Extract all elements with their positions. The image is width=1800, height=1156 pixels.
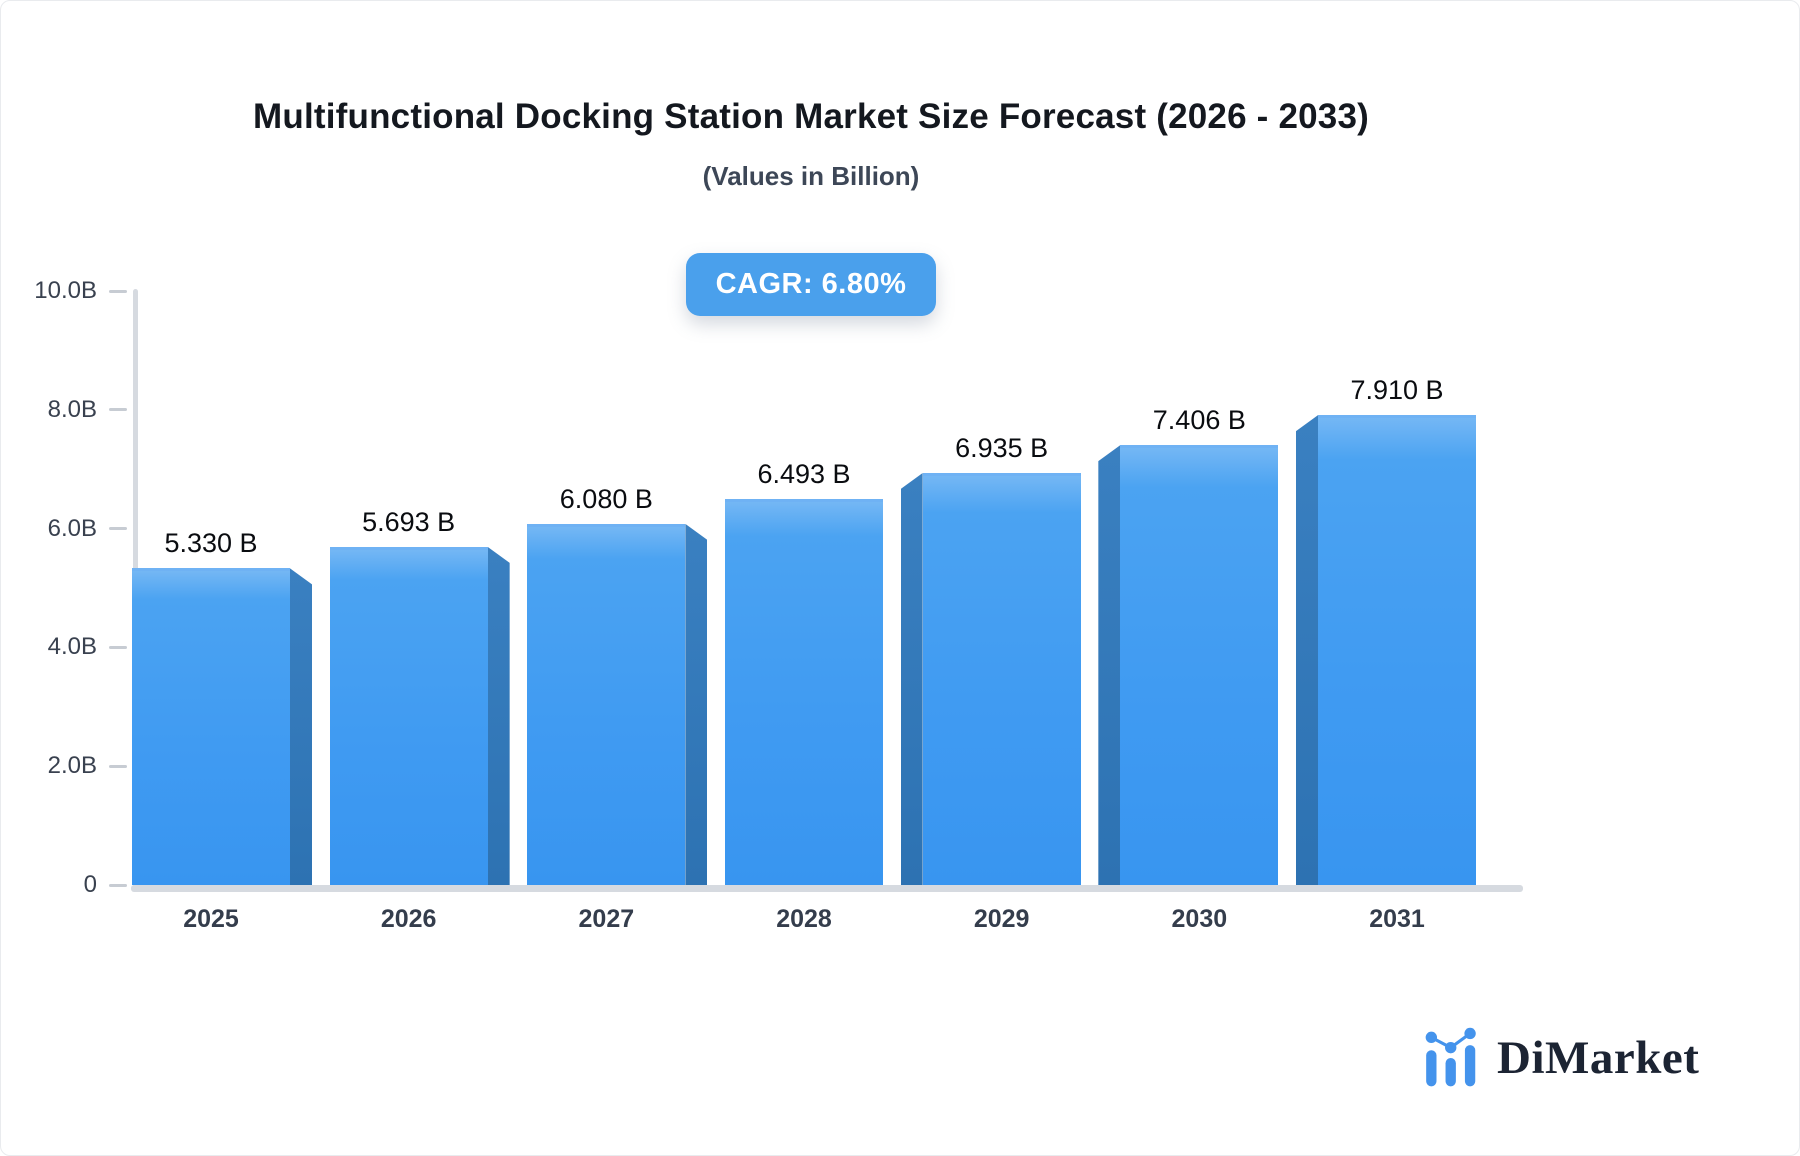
bar-2027 [527,523,686,885]
cagr-badge: CAGR: 6.80% [685,253,937,316]
x-axis-line [131,885,1523,892]
bar-2025 [132,568,290,885]
bar-2026 [329,546,488,885]
x-axis-label-2025: 2025 [183,905,239,933]
bar-side-face-2025 [290,568,312,885]
y-axis-tick-label: 6.0B [47,514,97,542]
chart-title: Multifunctional Docking Station Market S… [253,97,1369,136]
bar-2028 [725,499,883,885]
y-axis-tick-label: 0 [83,871,97,898]
bar-side-face-2027 [685,523,708,885]
bar-side-face-2029 [900,473,923,885]
bar-value-label: 7.406 B [1152,405,1246,436]
x-axis-label-2031: 2031 [1369,905,1425,933]
bar-side-face-2026 [487,546,510,885]
y-axis-tick-label: 4.0B [47,633,97,661]
y-axis-tick-mark [109,645,127,649]
bar-2030 [1120,445,1279,885]
x-axis-label-2029: 2029 [973,905,1030,933]
dimarket-logo: DiMarket [1421,1027,1699,1089]
bar-value-label: 7.910 B [1350,375,1444,406]
x-axis-label-2030: 2030 [1171,905,1228,933]
x-axis-label-2026: 2026 [380,905,437,933]
y-axis-tick-mark [109,408,127,412]
bar-value-label: 5.330 B [164,528,258,559]
bar-line-chart-icon [1421,1027,1483,1089]
y-axis-tick-mark [109,289,127,293]
y-axis-tick-mark [109,883,127,887]
bar-value-label: 6.493 B [757,459,851,490]
bar-2031 [1318,415,1476,885]
y-axis-tick-label: 8.0B [47,395,97,423]
bar-value-label: 6.080 B [559,483,653,514]
bar-value-label: 6.935 B [955,433,1049,464]
bar-side-face-2030 [1098,445,1121,885]
bar-side-face-2031 [1296,415,1318,885]
y-axis-tick-label: 10.0B [34,277,97,304]
bar-2029 [922,473,1081,885]
x-axis-label-2027: 2027 [578,905,635,933]
y-axis-tick-mark [109,527,127,531]
bar-value-label: 5.693 B [362,506,456,537]
dimarket-logo-text: DiMarket [1497,1032,1700,1084]
y-axis-tick-label: 2.0B [47,752,97,780]
cagr-badge-wrap: CAGR: 6.80% [1,253,1621,316]
x-axis-label-2028: 2028 [776,905,832,933]
y-axis-tick-mark [109,764,127,768]
chart-subtitle: (Values in Billion) [702,161,920,191]
